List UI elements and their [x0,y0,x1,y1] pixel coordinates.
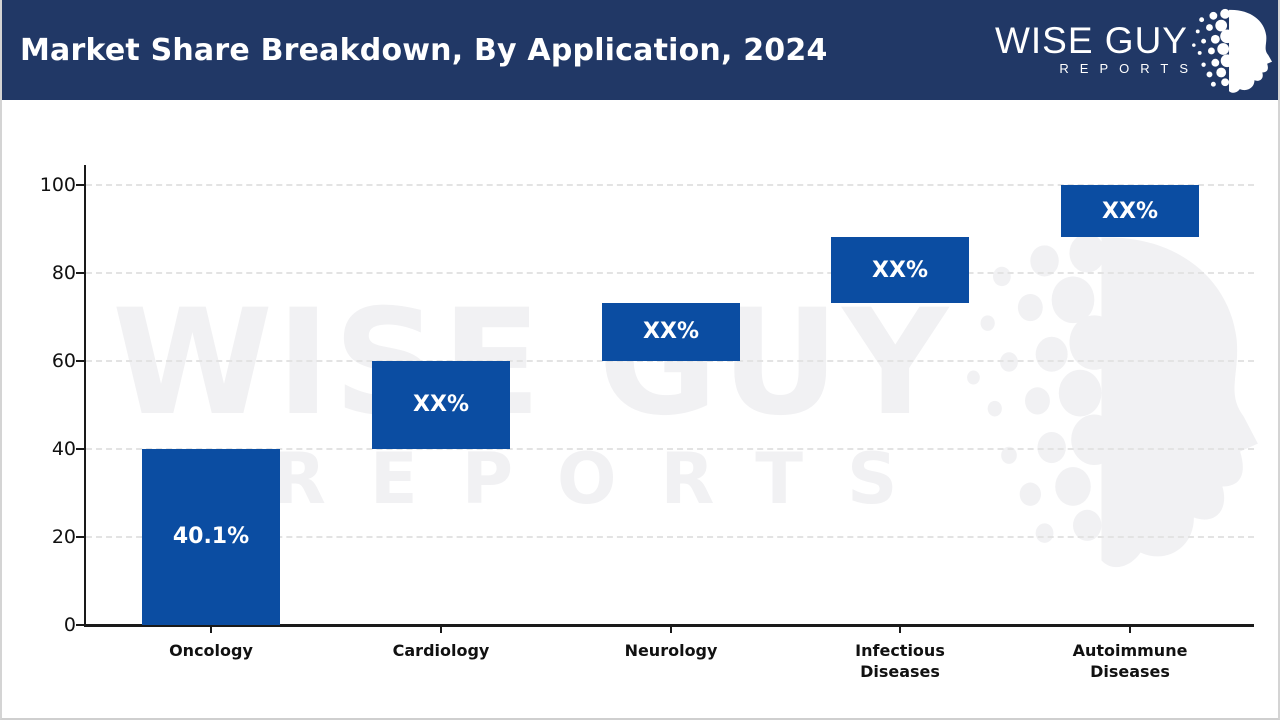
y-tick-mark [76,624,84,626]
watermark-text-line1: WISE GUY [112,278,952,448]
x-category-label: Autoimmune Diseases [1072,641,1188,681]
bar-value-label: XX% [1102,198,1158,224]
y-tick-label: 40 [51,438,76,460]
bar: 40.1% [142,448,280,625]
logo-head-icon [1192,8,1273,93]
x-tick-mark [670,626,672,633]
x-category-label: Oncology [169,641,253,660]
y-axis-line [84,165,86,626]
x-tick-mark [210,626,212,633]
x-category-label: Neurology [624,641,718,660]
y-tick-mark [76,184,84,186]
y-tick-mark [76,360,84,362]
gridline [86,536,1254,538]
y-tick-label: 60 [51,350,76,372]
y-tick-mark [76,272,84,274]
bar-value-label: 40.1% [172,524,250,550]
brand-logo: WISE GUY REPORTS [995,0,1188,100]
y-tick-label: 0 [63,614,76,636]
y-tick-mark [76,448,84,450]
watermark-text-line2: REPORTS [272,438,942,520]
brand-logo-line2: REPORTS [1059,61,1199,76]
x-tick-mark [899,626,901,633]
bar-value-label: XX% [872,257,928,283]
bar: XX% [602,303,740,361]
bar: XX% [372,360,510,449]
bar: XX% [1061,185,1199,238]
bar: XX% [831,237,969,304]
bar-value-label: XX% [413,392,469,418]
bar-value-label: XX% [643,319,699,345]
gridline [86,360,1254,362]
y-tick-mark [76,536,84,538]
y-tick-label: 80 [51,262,76,284]
gridline [86,272,1254,274]
x-category-label: Cardiology [392,641,490,660]
brand-logo-line1: WISE GUY [994,20,1188,61]
y-tick-label: 100 [39,174,76,196]
chart-title: Market Share Breakdown, By Application, … [20,32,828,68]
y-tick-label: 20 [51,526,76,548]
x-tick-mark [440,626,442,633]
gridline [86,184,1254,186]
x-tick-mark [1129,626,1131,633]
header-bar: Market Share Breakdown, By Application, … [0,0,1280,100]
gridline [86,448,1254,450]
x-category-label: Infectious Diseases [855,641,945,681]
watermark-head-icon [967,233,1258,568]
x-axis-line [84,624,1254,627]
